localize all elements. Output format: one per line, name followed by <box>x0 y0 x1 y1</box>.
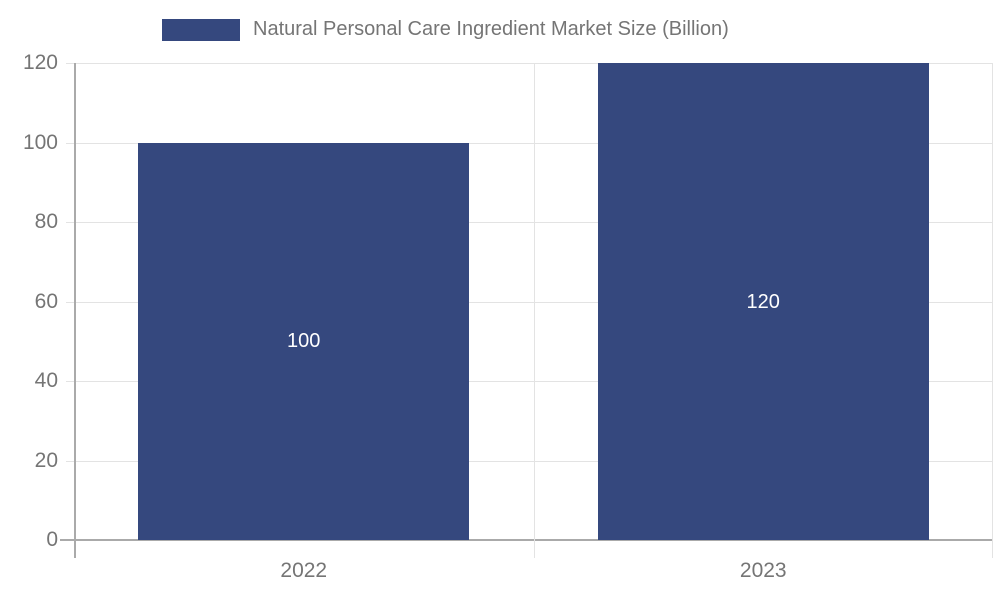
y-axis-tick-label: 20 <box>34 448 58 472</box>
legend-label: Natural Personal Care Ingredient Market … <box>253 18 729 40</box>
horizontal-gridline <box>66 301 993 303</box>
x-axis-tick-label: 2022 <box>280 559 328 582</box>
y-axis-tick-label: 100 <box>22 130 58 154</box>
bar-value-label: 100 <box>287 330 321 353</box>
plot-area: 100 120 <box>60 63 993 558</box>
horizontal-gridline <box>66 63 993 64</box>
bar-2022[interactable] <box>138 142 470 540</box>
y-axis-tick-label: 0 <box>46 528 58 551</box>
horizontal-gridline <box>66 460 993 462</box>
legend[interactable]: Natural Personal Care Ingredient Market … <box>162 18 729 41</box>
y-axis-tick-label: 120 <box>22 51 58 74</box>
y-axis-tick-label: 80 <box>34 210 58 233</box>
x-axis-line <box>60 539 993 541</box>
horizontal-gridline <box>66 142 993 144</box>
vertical-gridline <box>992 63 993 558</box>
y-axis-tick-label: 40 <box>34 369 58 392</box>
horizontal-gridline <box>66 222 993 223</box>
y-axis-line <box>74 63 76 558</box>
legend-swatch-icon <box>162 18 240 41</box>
vertical-gridline <box>533 63 535 558</box>
bar-value-label: 120 <box>746 290 780 313</box>
y-axis-tick-label: 60 <box>34 289 58 313</box>
bar-2023[interactable] <box>597 63 929 540</box>
horizontal-gridline <box>66 381 993 382</box>
x-axis-tick-label: 2023 <box>739 559 787 582</box>
